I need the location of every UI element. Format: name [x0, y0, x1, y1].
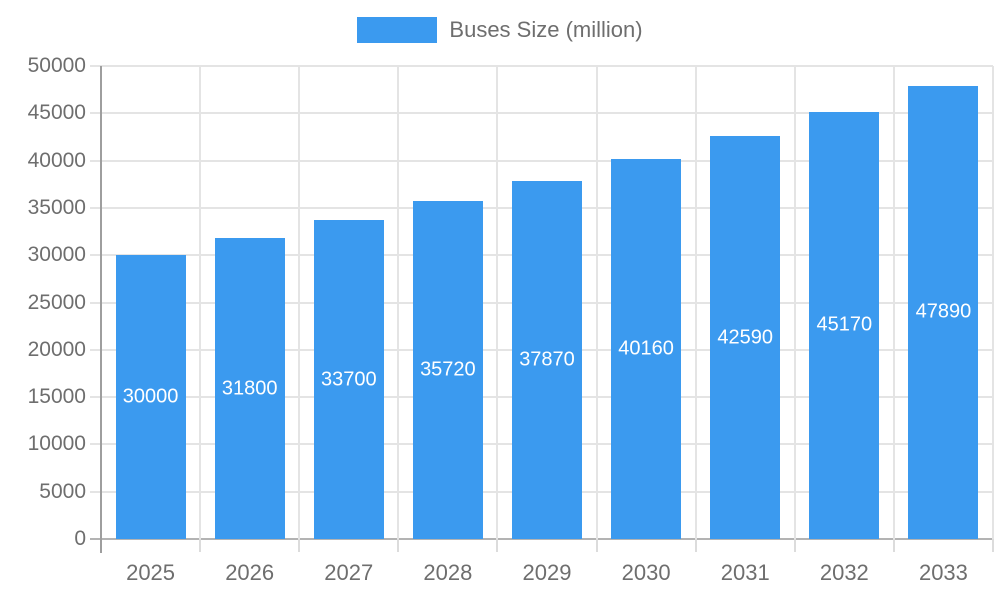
- x-axis-label: 2026: [225, 560, 275, 585]
- y-axis-label: 5000: [39, 479, 86, 503]
- y-axis-tick: [90, 254, 101, 257]
- x-axis-label: 2033: [918, 560, 968, 585]
- bar[interactable]: [115, 255, 186, 539]
- x-axis-tick: [595, 539, 598, 552]
- y-axis-label: 10000: [27, 432, 86, 456]
- x-axis-label: 2030: [621, 560, 671, 585]
- gridline-horizontal: [101, 112, 993, 115]
- x-axis-tick: [694, 539, 697, 552]
- y-axis-tick: [90, 206, 101, 209]
- x-axis-tick: [397, 539, 400, 552]
- x-axis-label: 2027: [324, 560, 374, 585]
- x-axis-tick: [992, 539, 994, 552]
- bar-value-label: 35720: [420, 358, 476, 381]
- legend[interactable]: Buses Size (million): [0, 17, 1000, 43]
- bar[interactable]: [412, 201, 483, 539]
- y-axis-label: 45000: [27, 101, 86, 125]
- y-axis-label: 15000: [27, 385, 86, 409]
- gridline-vertical: [992, 66, 994, 539]
- legend-swatch: [357, 17, 438, 43]
- y-axis-tick: [90, 490, 101, 493]
- y-axis-label: 20000: [27, 337, 86, 361]
- bar-value-label: 40160: [618, 337, 674, 360]
- x-axis-label: 2029: [522, 560, 572, 585]
- y-axis-tick: [90, 538, 101, 540]
- x-axis-label: 2025: [126, 560, 176, 585]
- x-axis-label: 2032: [819, 560, 869, 585]
- gridline-vertical: [892, 66, 895, 539]
- bar[interactable]: [512, 180, 582, 539]
- bar-value-label: 37870: [519, 348, 575, 371]
- gridline-vertical: [793, 66, 796, 539]
- gridline-vertical: [694, 66, 697, 539]
- x-axis-tick: [892, 539, 895, 552]
- gridline-vertical: [595, 66, 598, 539]
- gridline-horizontal: [101, 159, 993, 162]
- bar[interactable]: [313, 220, 384, 539]
- gridline-horizontal: [101, 65, 993, 67]
- x-axis-tick: [199, 539, 202, 552]
- y-axis-label: 35000: [27, 195, 86, 219]
- y-axis-tick: [90, 65, 101, 67]
- bar[interactable]: [214, 238, 285, 539]
- y-axis-line: [100, 66, 102, 553]
- x-axis-baseline: [101, 538, 993, 540]
- gridline-vertical: [199, 66, 202, 539]
- y-axis-tick: [90, 396, 101, 399]
- y-axis-label: 50000: [27, 54, 86, 77]
- y-axis-label: 40000: [27, 148, 86, 172]
- bar-value-label: 31800: [221, 377, 278, 400]
- y-axis-tick: [90, 301, 101, 304]
- bar[interactable]: [710, 136, 781, 539]
- gridline-vertical: [397, 66, 400, 539]
- y-axis-tick: [90, 159, 101, 162]
- x-axis-tick: [298, 539, 301, 552]
- bar[interactable]: [908, 85, 979, 539]
- y-axis-label: 25000: [27, 290, 86, 314]
- bar-value-label: 47890: [915, 300, 972, 323]
- bar[interactable]: [611, 159, 682, 539]
- y-axis-label: 0: [74, 527, 86, 550]
- x-axis-tick: [496, 539, 499, 552]
- legend-label: Buses Size (million): [449, 17, 643, 42]
- bar-value-label: 45170: [816, 313, 873, 336]
- bar[interactable]: [809, 111, 880, 539]
- bar-value-label: 33700: [320, 368, 377, 391]
- bar-value-label: 30000: [122, 385, 179, 408]
- y-axis-label: 30000: [27, 243, 86, 267]
- gridline-vertical: [298, 66, 301, 539]
- bar-value-label: 42590: [717, 326, 774, 349]
- gridline-vertical: [496, 66, 499, 539]
- y-axis-tick: [90, 112, 101, 115]
- x-axis-label: 2031: [720, 560, 770, 585]
- y-axis-tick: [90, 348, 101, 351]
- y-axis-tick: [90, 443, 101, 446]
- x-axis-tick: [793, 539, 796, 552]
- x-axis-label: 2028: [423, 560, 473, 585]
